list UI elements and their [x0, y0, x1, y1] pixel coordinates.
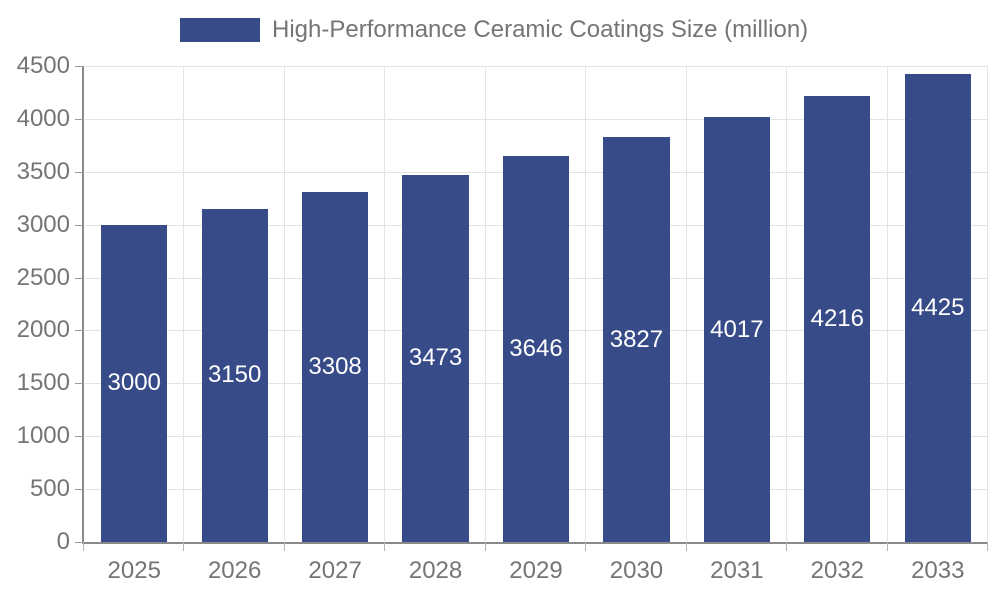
y-axis-tick [75, 436, 84, 438]
x-axis-category-label: 2028 [408, 557, 463, 584]
bar-2031: 4017 [703, 117, 771, 542]
x-axis-tick [886, 542, 888, 551]
gridline-vertical [685, 66, 687, 542]
bar-value-label: 3000 [107, 369, 161, 397]
x-axis-tick [83, 542, 84, 551]
gridline-vertical [585, 66, 587, 542]
bar-value-label: 4017 [710, 315, 764, 343]
y-axis-tick-label: 0 [56, 528, 70, 555]
x-axis-category-label: 2031 [710, 557, 764, 584]
x-axis-category-label: 2032 [810, 557, 865, 584]
bar-value-label: 4425 [911, 293, 965, 321]
bar-value-label: 3646 [509, 335, 563, 363]
gridline-vertical [384, 66, 386, 542]
y-axis-tick-label: 1500 [16, 369, 70, 397]
bar-value-label: 4216 [810, 305, 864, 333]
x-axis-category-label: 2025 [107, 557, 161, 584]
gridline-vertical [183, 66, 185, 542]
bar-2025: 3000 [101, 224, 168, 542]
x-axis-tick [183, 542, 185, 551]
legend-item[interactable]: High-Performance Ceramic Coatings Size (… [180, 16, 808, 44]
gridline-vertical [484, 66, 486, 542]
y-axis-tick [75, 330, 84, 332]
legend-swatch [180, 18, 260, 42]
bar-2027: 3308 [301, 192, 369, 542]
y-axis-tick [75, 383, 84, 385]
y-axis-tick-label: 4500 [16, 52, 70, 79]
bar-2032: 4216 [804, 96, 871, 542]
y-axis-tick [75, 224, 84, 226]
x-axis-category-label: 2033 [911, 557, 965, 584]
x-axis-tick [585, 542, 587, 551]
y-axis-tick-label: 4000 [16, 104, 70, 132]
bar-value-label: 3150 [207, 361, 262, 389]
y-axis-tick [75, 66, 84, 67]
gridline-horizontal [84, 118, 988, 120]
bar-value-label: 3308 [308, 353, 362, 381]
bar-value-label: 3827 [609, 325, 664, 353]
x-axis-category-label: 2030 [609, 557, 664, 584]
bar-2028: 3473 [402, 174, 469, 542]
bar-value-label: 3473 [408, 344, 463, 372]
bar-2030: 3827 [603, 137, 670, 542]
y-axis-tick-label: 3500 [16, 157, 70, 185]
y-axis-tick-label: 2000 [16, 316, 70, 344]
x-axis-category-label: 2027 [308, 557, 362, 584]
gridline-vertical [786, 66, 788, 542]
y-axis-tick [75, 489, 84, 491]
y-axis-tick-label: 2500 [16, 263, 70, 291]
x-axis-category-label: 2029 [509, 557, 563, 584]
legend-label: High-Performance Ceramic Coatings Size (… [272, 16, 809, 43]
y-axis-tick-label: 1000 [16, 422, 70, 450]
bar-2029: 3646 [502, 156, 570, 542]
y-axis-tick [75, 542, 84, 543]
gridline-vertical [987, 66, 988, 542]
x-axis-tick [384, 542, 386, 551]
y-axis-tick-label: 500 [29, 475, 70, 503]
x-axis-tick [987, 542, 988, 551]
gridline-vertical [886, 66, 888, 542]
x-axis-tick [484, 542, 486, 551]
y-axis-tick [75, 171, 84, 173]
gridline-vertical [283, 66, 285, 542]
y-axis-tick-label: 3000 [16, 210, 70, 238]
plot-area: 0 500 1000 1500 2000 2500 3000 3500 4000 4500 3000… [17, 54, 988, 583]
bar-2026: 3150 [201, 208, 268, 542]
gridline-horizontal [84, 66, 988, 67]
y-axis-tick [75, 277, 84, 279]
x-axis-tick [283, 542, 285, 551]
bar-2033: 4425 [904, 73, 971, 542]
x-axis-tick [786, 542, 788, 551]
y-axis-tick [75, 118, 84, 120]
x-axis-category-label: 2026 [207, 557, 262, 584]
x-axis-tick [685, 542, 687, 551]
